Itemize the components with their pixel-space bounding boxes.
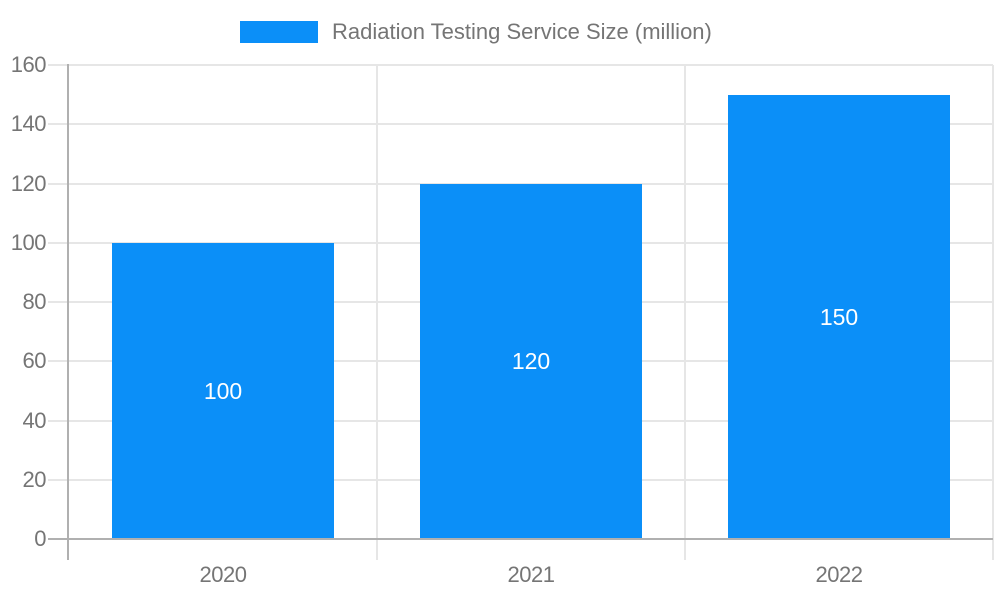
bar-value-label: 150 bbox=[819, 303, 859, 330]
bar-value-label: 120 bbox=[511, 348, 551, 375]
bar-value-label: 100 bbox=[203, 377, 243, 404]
y-axis-tick-label: 0 bbox=[34, 526, 46, 551]
y-axis-tick-label: 120 bbox=[10, 170, 47, 196]
y-axis-tick-label: 140 bbox=[10, 111, 47, 137]
bar-2022[interactable] bbox=[728, 94, 950, 538]
y-axis-tick-label: 60 bbox=[22, 348, 47, 374]
bar-2021[interactable] bbox=[420, 183, 642, 538]
x-axis-tick-label: 2020 bbox=[199, 562, 247, 587]
category-boundary-gridline bbox=[684, 65, 686, 560]
category-boundary-gridline bbox=[376, 65, 378, 560]
x-axis-tick-label: 2022 bbox=[815, 562, 863, 587]
legend-label: Radiation Testing Service Size (million) bbox=[332, 19, 712, 44]
legend: Radiation Testing Service Size (million) bbox=[240, 19, 712, 45]
x-axis-tick-label: 2021 bbox=[507, 562, 555, 587]
y-gridline bbox=[48, 123, 993, 126]
bar-2020[interactable] bbox=[112, 242, 334, 538]
y-axis-tick-label: 160 bbox=[10, 52, 47, 77]
y-axis-tick-label: 80 bbox=[22, 289, 47, 314]
y-axis-tick-label: 40 bbox=[22, 407, 47, 433]
category-boundary-gridline bbox=[992, 65, 994, 560]
x-axis-line bbox=[48, 538, 993, 540]
y-axis-tick-label: 20 bbox=[22, 466, 47, 492]
y-axis-tick-label: 100 bbox=[10, 229, 47, 255]
y-axis-line bbox=[67, 64, 69, 560]
legend-swatch bbox=[240, 21, 318, 43]
y-gridline bbox=[48, 64, 993, 66]
